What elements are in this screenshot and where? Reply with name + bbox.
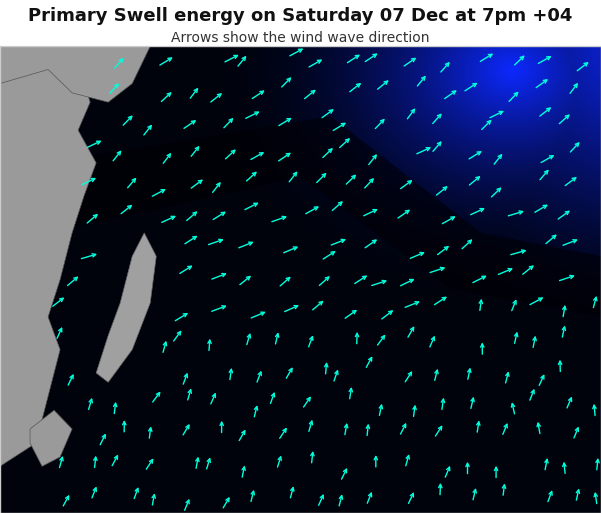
Polygon shape: [30, 410, 72, 466]
Polygon shape: [0, 46, 96, 466]
PathPatch shape: [48, 116, 601, 317]
Text: Primary Swell energy on Saturday 07 Dec at 7pm +04: Primary Swell energy on Saturday 07 Dec …: [28, 7, 573, 25]
Polygon shape: [0, 46, 150, 102]
Polygon shape: [96, 233, 156, 382]
Text: Arrows show the wind wave direction: Arrows show the wind wave direction: [171, 31, 430, 45]
